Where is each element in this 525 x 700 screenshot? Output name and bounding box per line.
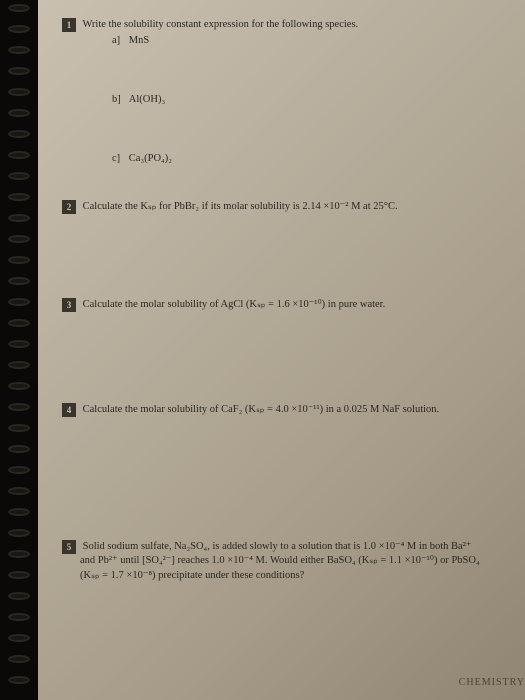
question-text: Write the solubility constant expression… (82, 19, 358, 30)
question-text-line3: (Kₛₚ = 1.7 ×10⁻⁸) precipitate under thes… (80, 570, 304, 581)
formula: Ca₃(PO₄)₂ (129, 153, 172, 164)
problem-2: 2 Calculate the Kₛₚ for PbBr₂ if its mol… (62, 200, 497, 215)
question-number: 4 (62, 403, 76, 417)
problem-3: 3 Calculate the molar solubility of AgCl… (62, 298, 497, 313)
sub-item-a: a] MnS (112, 35, 497, 46)
work-space (62, 226, 497, 298)
problem-4: 4 Calculate the molar solubility of CaF₂… (62, 403, 497, 418)
question-number: 3 (62, 298, 76, 312)
page-footer: CHEMISTRY (459, 677, 525, 688)
question-text: Calculate the molar solubility of CaF₂ (… (83, 404, 440, 415)
sub-item-c: c] Ca₃(PO₄)₂ (112, 153, 497, 164)
question-text: Solid sodium sulfate, Na₂SO₄, is added s… (83, 541, 472, 552)
sub-item-b: b] Al(OH)₃ (112, 94, 497, 105)
sub-label: b] (112, 94, 121, 105)
question-number: 1 (62, 18, 76, 32)
problem-1: 1 Write the solubility constant expressi… (62, 18, 497, 164)
work-space (62, 430, 497, 540)
spiral-binding: for (let i = 0; i < 33; i++) { document.… (0, 0, 38, 700)
sub-label: a] (112, 35, 120, 46)
formula: Al(OH)₃ (129, 94, 165, 105)
question-number: 2 (62, 200, 76, 214)
question-text: Calculate the Kₛₚ for PbBr₂ if its molar… (83, 201, 398, 212)
worksheet-page: 1 Write the solubility constant expressi… (38, 0, 525, 700)
question-number: 5 (62, 540, 76, 554)
question-text-line2: and Pb²⁺ until [SO₄²⁻] reaches 1.0 ×10⁻⁴… (80, 555, 480, 566)
work-space (62, 325, 497, 403)
formula: MnS (129, 35, 149, 46)
sub-label: c] (112, 153, 120, 164)
problem-5: 5 Solid sodium sulfate, Na₂SO₄, is added… (62, 540, 497, 584)
question-text: Calculate the molar solubility of AgCl (… (83, 299, 386, 310)
